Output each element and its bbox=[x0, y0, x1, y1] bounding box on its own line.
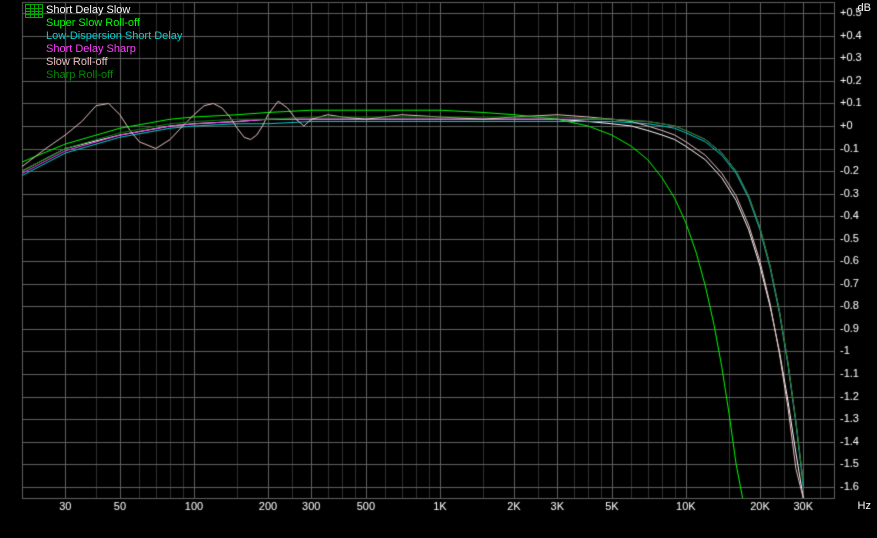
legend-label: Low-Dispersion Short Delay bbox=[46, 30, 182, 42]
x-axis-unit: Hz bbox=[858, 500, 871, 512]
legend-item: Short Delay Sharp bbox=[46, 43, 182, 56]
legend-item: Low-Dispersion Short Delay bbox=[46, 30, 182, 43]
legend-label: Short Delay Sharp bbox=[46, 43, 136, 55]
legend-item: Short Delay Slow bbox=[46, 4, 182, 17]
legend: Short Delay Slow Super Slow Roll-off Low… bbox=[46, 4, 182, 82]
legend-item: Super Slow Roll-off bbox=[46, 17, 182, 30]
legend-label: Super Slow Roll-off bbox=[46, 17, 140, 29]
legend-label: Short Delay Slow bbox=[46, 4, 130, 16]
legend-item: Sharp Roll-off bbox=[46, 69, 182, 82]
legend-grid-icon bbox=[25, 4, 43, 18]
legend-label: Slow Roll-off bbox=[46, 56, 108, 68]
y-axis-unit: dB bbox=[858, 2, 871, 14]
legend-label: Sharp Roll-off bbox=[46, 69, 113, 81]
legend-item: Slow Roll-off bbox=[46, 56, 182, 69]
